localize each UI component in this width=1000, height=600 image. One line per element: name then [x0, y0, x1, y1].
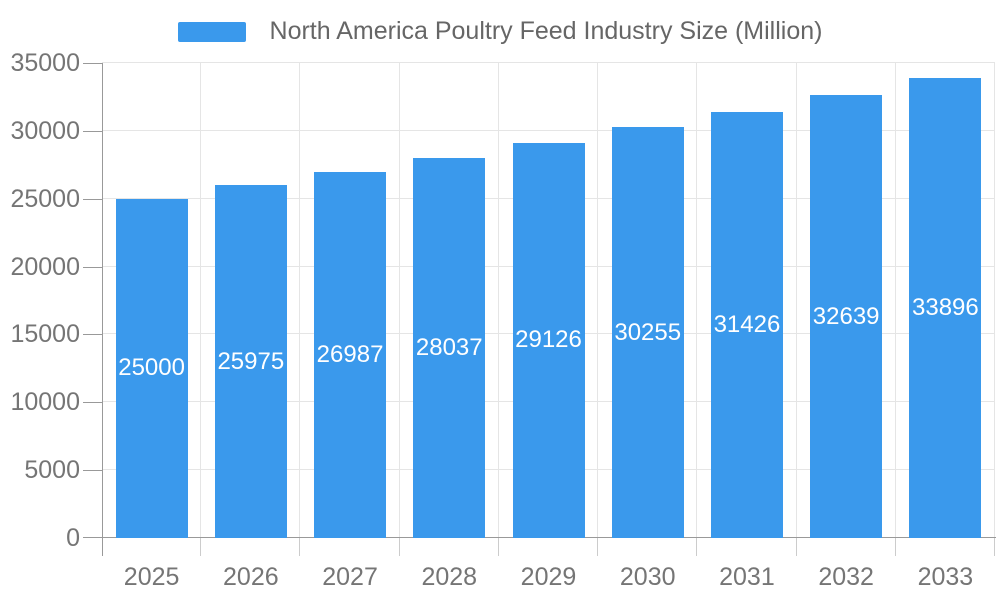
grid-line-vertical — [696, 63, 698, 538]
x-axis-tick — [497, 538, 499, 556]
bar-value-label: 28037 — [415, 333, 483, 361]
legend-label: North America Poultry Feed Industry Size… — [269, 17, 823, 45]
grid-line-horizontal — [102, 62, 995, 63]
y-axis-line — [102, 63, 103, 556]
grid-line-vertical — [894, 63, 896, 538]
bar: 25000 — [115, 198, 188, 538]
y-axis-label: 10000 — [10, 388, 80, 417]
y-axis-label: 5000 — [24, 456, 80, 485]
y-axis-tick — [83, 198, 102, 200]
x-axis-tick — [200, 538, 202, 556]
grid-line-vertical — [795, 63, 797, 538]
y-axis-label: 35000 — [10, 49, 80, 77]
y-axis-label: 20000 — [10, 252, 80, 281]
bar-value-label: 30255 — [614, 318, 682, 346]
x-axis-tick — [894, 538, 896, 556]
y-axis-tick — [83, 537, 102, 538]
y-axis-label: 25000 — [10, 184, 80, 213]
x-axis-tick — [398, 538, 400, 556]
bar-value-label: 31426 — [713, 310, 781, 338]
x-axis-label: 2028 — [421, 563, 478, 591]
x-axis-tick — [696, 538, 698, 556]
x-axis-tick — [795, 538, 797, 556]
x-axis-tick — [299, 538, 301, 556]
y-axis-tick — [83, 402, 102, 404]
bar-value-label: 26987 — [316, 340, 384, 368]
x-axis-label: 2029 — [520, 563, 577, 591]
x-axis-label: 2031 — [719, 563, 775, 591]
grid-line-vertical — [597, 63, 599, 538]
x-axis-tick — [597, 538, 599, 556]
bar: 26987 — [314, 171, 387, 538]
grid-line-horizontal — [102, 129, 995, 131]
bar-value-label: 25000 — [118, 354, 185, 382]
grid-line-vertical — [200, 63, 202, 538]
y-axis-tick — [83, 266, 102, 268]
y-axis-label: 0 — [66, 524, 80, 552]
x-axis-tick — [994, 538, 995, 556]
y-axis-label: 15000 — [10, 320, 80, 349]
bar: 25975 — [214, 185, 287, 538]
x-axis-label: 2030 — [619, 563, 676, 591]
x-axis-label: 2027 — [322, 563, 378, 591]
bar: 31426 — [710, 111, 783, 538]
y-axis-label: 30000 — [10, 116, 80, 145]
grid-line-vertical — [497, 63, 499, 538]
y-axis-tick — [83, 63, 102, 64]
grid-line-vertical — [299, 63, 301, 538]
bar: 28037 — [413, 157, 486, 538]
x-axis-label: 2033 — [917, 563, 974, 591]
bar: 32639 — [810, 95, 883, 538]
bar: 33896 — [909, 77, 982, 538]
grid-line-vertical — [398, 63, 400, 538]
bar-value-label: 29126 — [515, 326, 582, 354]
y-axis-tick — [83, 334, 102, 336]
legend[interactable]: North America Poultry Feed Industry Size… — [0, 17, 1000, 46]
bar-value-label: 25975 — [217, 347, 285, 375]
bar: 29126 — [512, 142, 585, 538]
legend-swatch — [177, 21, 246, 42]
y-axis-tick — [83, 130, 102, 132]
x-axis-label: 2032 — [818, 563, 874, 591]
bar-value-label: 32639 — [812, 302, 880, 330]
x-axis-label: 2025 — [123, 563, 180, 591]
plot-area: 25000 25975 26987 28037 29126 30255 31426 32639… — [83, 62, 996, 556]
x-axis-label: 2026 — [223, 563, 279, 591]
bar: 30255 — [611, 127, 684, 538]
bar-value-label: 33896 — [912, 293, 979, 321]
y-axis-tick — [83, 470, 102, 472]
grid-line-vertical — [994, 63, 995, 538]
